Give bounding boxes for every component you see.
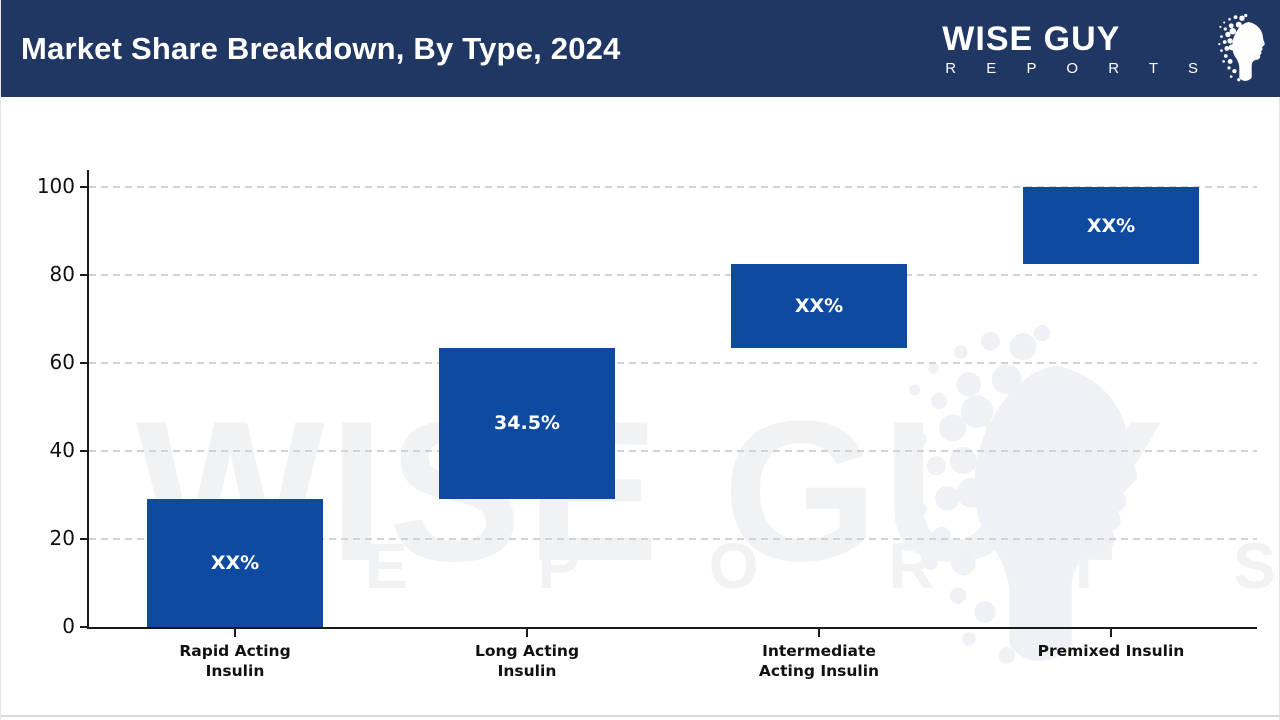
gridline-80 xyxy=(89,274,1257,276)
bar-segment: XX% xyxy=(147,499,323,627)
y-tick-80 xyxy=(80,274,89,276)
bar-segment: 34.5% xyxy=(439,347,615,500)
bar-value-label: XX% xyxy=(1086,214,1136,237)
x-tick xyxy=(234,629,236,637)
bar-segment: XX% xyxy=(731,264,907,348)
gridline-100 xyxy=(89,186,1257,188)
y-tick-label-20: 20 xyxy=(49,526,75,550)
y-tick-40 xyxy=(80,450,89,452)
brand-subtitle: R E P O R T S xyxy=(945,59,1211,77)
y-tick-label-40: 40 xyxy=(49,438,75,462)
y-tick-label-100: 100 xyxy=(36,174,75,198)
y-tick-60 xyxy=(80,362,89,364)
header-bar: Market Share Breakdown, By Type, 2024 WI… xyxy=(1,0,1280,97)
y-tick-label-60: 60 xyxy=(49,350,75,374)
bar-value-label: XX% xyxy=(794,294,844,317)
brand-wordmark-block: WISE GUY R E P O R T S xyxy=(942,22,1211,76)
y-axis-spine xyxy=(87,170,89,629)
y-tick-label-80: 80 xyxy=(49,262,75,286)
y-tick-label-0: 0 xyxy=(62,614,75,638)
page-title: Market Share Breakdown, By Type, 2024 xyxy=(21,30,621,66)
x-tick xyxy=(1110,629,1112,637)
bar-value-label: XX% xyxy=(210,552,260,575)
bar-segment: XX% xyxy=(1023,187,1199,264)
x-tick xyxy=(818,629,820,637)
y-tick-100 xyxy=(80,186,89,188)
x-axis-spine xyxy=(87,627,1257,629)
x-category-label: Rapid Acting Insulin xyxy=(179,642,291,680)
gridline-20 xyxy=(89,538,1257,540)
dotted-head-profile-icon xyxy=(1218,13,1265,81)
x-category-label: Intermediate Acting Insulin xyxy=(758,642,880,680)
x-tick xyxy=(526,629,528,637)
x-category-label: Premixed Insulin xyxy=(1037,642,1185,660)
y-tick-0 xyxy=(80,626,89,628)
y-tick-20 xyxy=(80,538,89,540)
brand-logo: WISE GUY R E P O R T S xyxy=(942,9,1280,89)
bar-value-label: 34.5% xyxy=(494,412,560,435)
brand-wordmark: WISE GUY xyxy=(942,19,1121,58)
bottom-rule xyxy=(1,715,1280,717)
x-category-label: Long Acting Insulin xyxy=(474,642,580,680)
gridline-60 xyxy=(89,362,1257,364)
gridline-40 xyxy=(89,450,1257,452)
